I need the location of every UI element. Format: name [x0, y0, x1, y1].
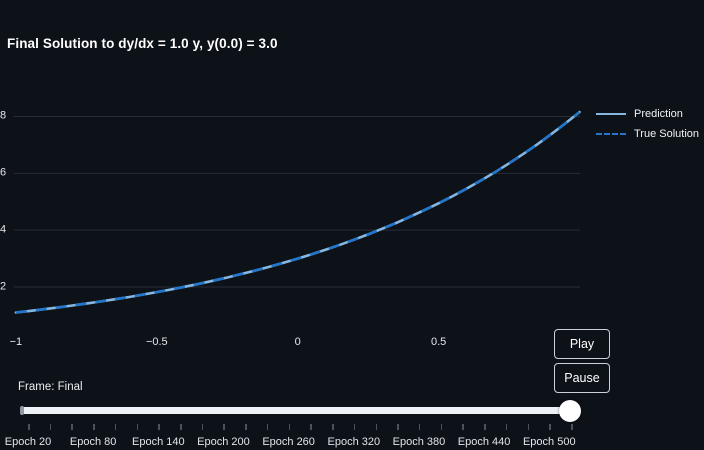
slider-step-label[interactable]: Epoch 20 [4, 436, 52, 448]
slider-tick [418, 424, 421, 430]
true-solution-line-swatch [596, 133, 626, 135]
slider-tick [158, 424, 160, 430]
pause-button[interactable]: Pause [554, 363, 610, 393]
slider-tick [201, 424, 204, 430]
x-tick-label: −1 [9, 336, 23, 348]
slider-tick [28, 424, 30, 430]
slider-tick [397, 424, 399, 430]
y-tick-label: 6 [0, 166, 7, 179]
prediction-line-swatch [596, 113, 626, 115]
legend-item-prediction[interactable]: Prediction [596, 104, 699, 124]
true-solution-line [15, 111, 581, 314]
slider-step-label[interactable]: Epoch 200 [197, 436, 250, 448]
slider-tick [114, 424, 117, 430]
slider-tick [310, 424, 312, 430]
prediction-line [14, 110, 581, 314]
y-tick-label: 2 [0, 280, 7, 293]
slider-tick [484, 424, 486, 430]
y-tick-label: 4 [0, 223, 7, 236]
slider-tick [223, 424, 225, 430]
slider-tick [440, 424, 443, 430]
slider-tick [332, 424, 334, 430]
gridlines [14, 115, 580, 288]
chart-title: Final Solution to dy/dx = 1.0 y, y(0.0) … [7, 36, 278, 51]
x-tick-label: 0.5 [430, 336, 447, 348]
slider-step-label[interactable]: Epoch 380 [392, 436, 446, 448]
slider-tick [71, 424, 73, 430]
slider-tick [375, 424, 378, 430]
slider-step-label[interactable]: Epoch 440 [457, 436, 511, 448]
slider-tick [462, 424, 464, 430]
frame-label: Frame: Final [18, 381, 83, 393]
slider-tick [527, 424, 530, 430]
slider-step-label[interactable]: Epoch 260 [262, 436, 315, 448]
slider-step-label[interactable]: Epoch 140 [132, 436, 185, 448]
slider-tick [288, 424, 291, 430]
slider-thumb[interactable] [559, 399, 581, 422]
x-tick-label: 0 [294, 336, 301, 348]
slider-tick [49, 424, 52, 430]
slider-step-label[interactable]: Epoch 500 [522, 436, 576, 448]
slider-tick [549, 424, 551, 430]
slider-step-label[interactable]: Epoch 80 [69, 436, 117, 448]
plot-area [14, 110, 581, 314]
legend-label: True Solution [634, 128, 700, 140]
slider-tick [266, 424, 269, 430]
slider-rail[interactable] [20, 407, 572, 414]
slider-step-label[interactable]: Epoch 320 [327, 436, 381, 448]
play-button[interactable]: Play [554, 329, 610, 359]
slider-tick [505, 424, 508, 430]
legend-label: Prediction [634, 108, 683, 120]
slider-tick [93, 424, 95, 430]
slider-rail-start-cap [20, 406, 24, 415]
slider-tick [353, 424, 356, 430]
y-tick-label: 8 [0, 109, 7, 122]
slider-tick [136, 424, 139, 430]
slider-tick [571, 424, 573, 430]
slider-tick [180, 424, 182, 430]
legend: Prediction True Solution [596, 104, 699, 144]
x-tick-label: −0.5 [145, 336, 168, 348]
slider-tick [245, 424, 247, 430]
legend-item-true-solution[interactable]: True Solution [596, 124, 699, 144]
